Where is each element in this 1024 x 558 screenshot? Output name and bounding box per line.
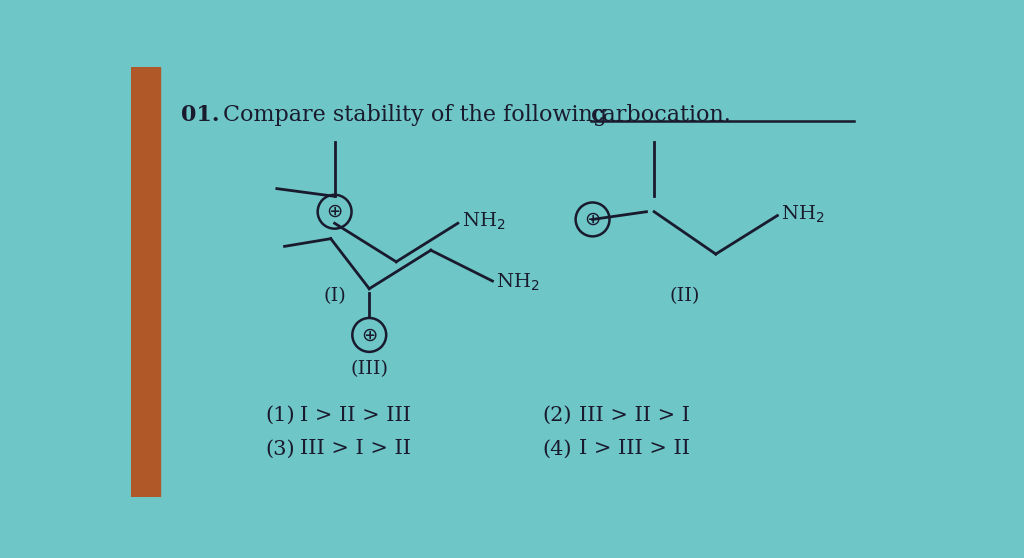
Text: NH$_2$: NH$_2$ <box>497 272 540 293</box>
Text: (II): (II) <box>670 287 700 305</box>
Text: ⊕: ⊕ <box>361 325 378 344</box>
Text: carbocation.: carbocation. <box>591 104 732 126</box>
Bar <box>131 67 160 497</box>
Text: (3): (3) <box>265 439 295 458</box>
Text: I > III > II: I > III > II <box>579 439 690 458</box>
Text: ⊕: ⊕ <box>585 210 601 229</box>
Text: 01.: 01. <box>180 104 219 126</box>
Text: (1): (1) <box>265 406 295 425</box>
Text: (4): (4) <box>543 439 572 458</box>
Text: NH$_2$: NH$_2$ <box>462 210 505 232</box>
Text: ⊕: ⊕ <box>327 202 343 221</box>
Text: NH$_2$: NH$_2$ <box>781 203 824 225</box>
Text: Compare stability of the following: Compare stability of the following <box>223 104 614 126</box>
Text: (2): (2) <box>543 406 572 425</box>
Text: (III): (III) <box>350 360 388 378</box>
Text: III > II > I: III > II > I <box>579 406 690 425</box>
Text: I > II > III: I > II > III <box>300 406 411 425</box>
Text: (I): (I) <box>324 287 346 305</box>
Text: III > I > II: III > I > II <box>300 439 411 458</box>
